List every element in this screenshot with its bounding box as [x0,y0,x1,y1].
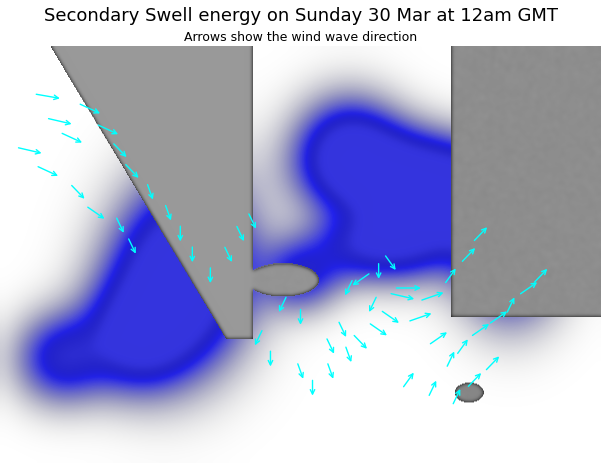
Text: Arrows show the wind wave direction: Arrows show the wind wave direction [184,31,417,44]
Text: Secondary Swell energy on Sunday 30 Mar at 12am GMT: Secondary Swell energy on Sunday 30 Mar … [43,7,558,25]
